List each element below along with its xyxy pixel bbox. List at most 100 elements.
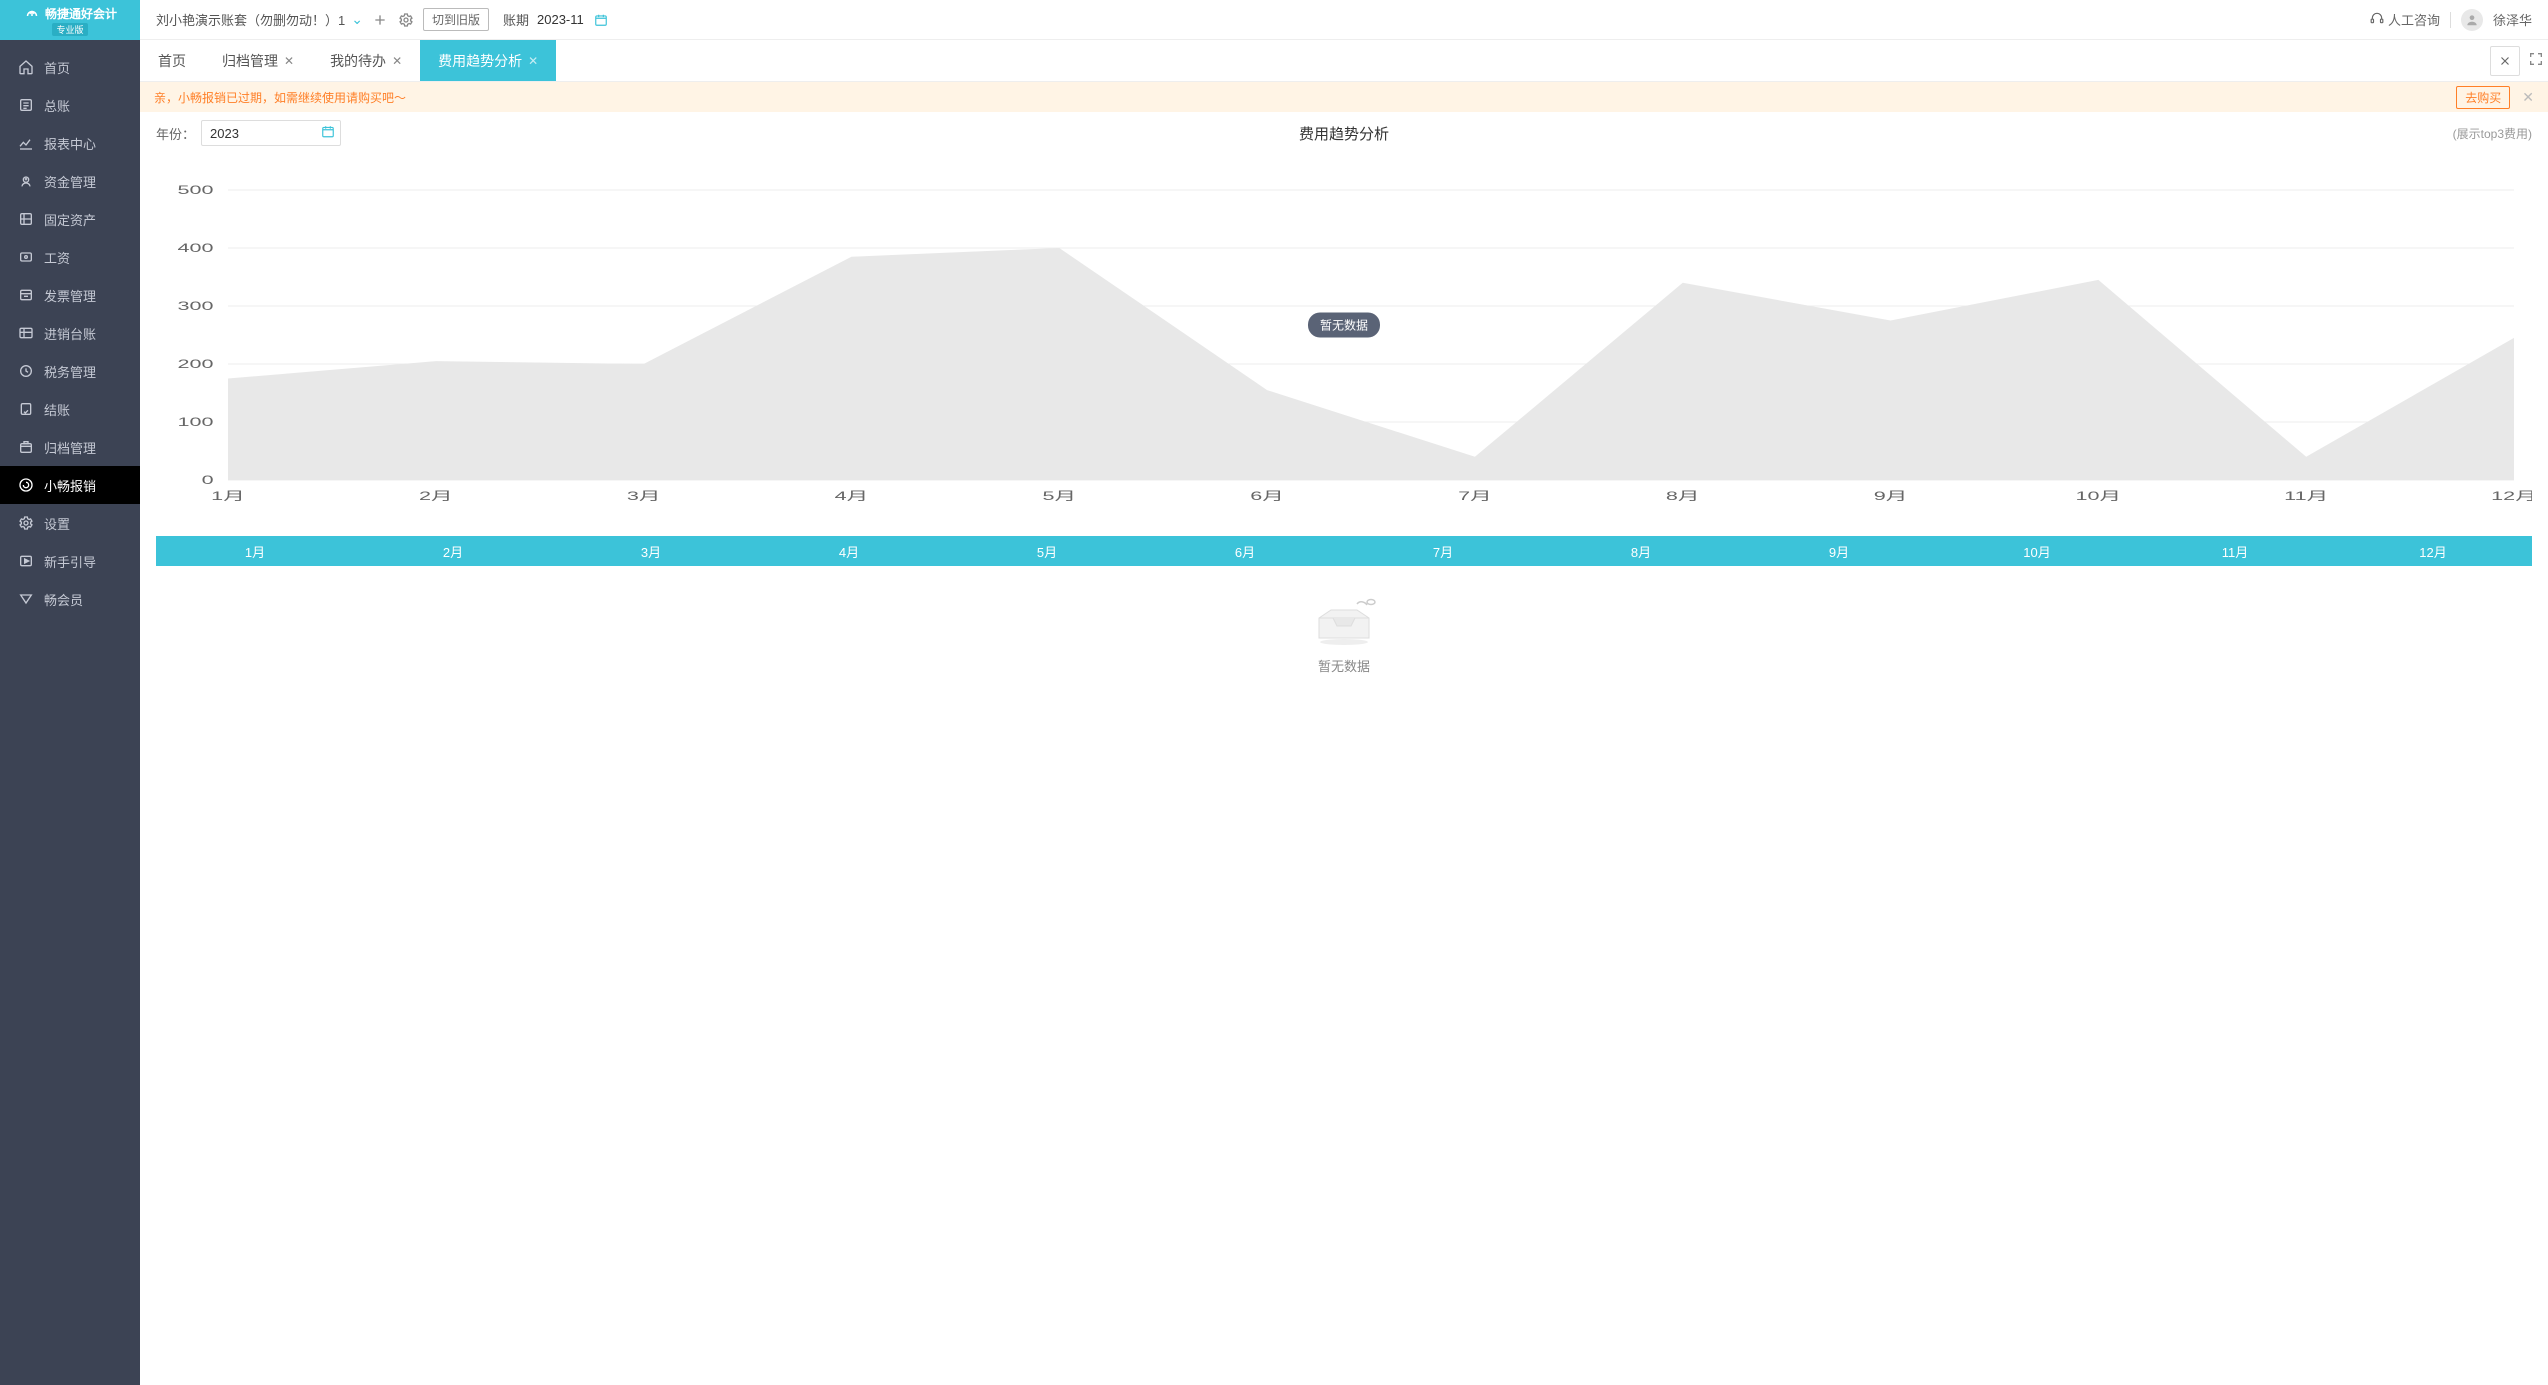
nav-icon — [18, 97, 34, 113]
old-version-button[interactable]: 切到旧版 — [423, 8, 489, 31]
logo-text: 畅捷通好会计 — [45, 5, 117, 22]
empty-text: 暂无数据 — [1318, 656, 1370, 675]
nav-icon — [18, 173, 34, 189]
nav-icon — [18, 477, 34, 493]
close-icon[interactable]: ✕ — [528, 54, 538, 68]
month-cell[interactable]: 6月 — [1146, 536, 1344, 566]
svg-text:0: 0 — [202, 473, 214, 487]
avatar[interactable] — [2461, 9, 2483, 31]
svg-text:12月: 12月 — [2491, 489, 2532, 503]
account-name: 刘小艳演示账套（勿删勿动！）1 — [156, 10, 345, 29]
sidebar-item[interactable]: 进销台账 — [0, 314, 140, 352]
month-cell[interactable]: 8月 — [1542, 536, 1740, 566]
page-title: 费用趋势分析 — [1299, 123, 1389, 144]
tab-label: 我的待办 — [330, 51, 386, 71]
sidebar-item[interactable]: 归档管理 — [0, 428, 140, 466]
month-cell[interactable]: 3月 — [552, 536, 750, 566]
headset-icon — [2370, 11, 2384, 28]
sidebar-item[interactable]: 小畅报销 — [0, 466, 140, 504]
close-icon[interactable]: ✕ — [2522, 89, 2534, 106]
month-cell[interactable]: 2月 — [354, 536, 552, 566]
sidebar-item[interactable]: 工资 — [0, 238, 140, 276]
close-icon[interactable]: ✕ — [284, 54, 294, 68]
logo-sub: 专业版 — [52, 23, 87, 36]
close-tab-button[interactable] — [2490, 46, 2520, 76]
tab-label: 归档管理 — [222, 51, 278, 71]
sidebar-item[interactable]: 首页 — [0, 48, 140, 86]
month-cell[interactable]: 11月 — [2136, 536, 2334, 566]
sidebar-item[interactable]: 税务管理 — [0, 352, 140, 390]
nav-icon — [18, 249, 34, 265]
sidebar-item[interactable]: 结账 — [0, 390, 140, 428]
calendar-icon[interactable] — [592, 11, 610, 29]
nav-icon — [18, 211, 34, 227]
month-cell[interactable]: 4月 — [750, 536, 948, 566]
svg-text:1月: 1月 — [211, 489, 245, 503]
month-selector-row: 1月2月3月4月5月6月7月8月9月10月11月12月 — [156, 536, 2532, 566]
nav: 首页总账报表中心资金管理固定资产工资发票管理进销台账税务管理结账归档管理小畅报销… — [0, 40, 140, 1385]
nav-icon — [18, 135, 34, 151]
svg-text:11月: 11月 — [2284, 489, 2328, 503]
year-input[interactable] — [201, 120, 341, 146]
sidebar-item[interactable]: 报表中心 — [0, 124, 140, 162]
buy-button[interactable]: 去购买 — [2456, 86, 2510, 109]
gear-icon[interactable] — [397, 11, 415, 29]
warning-text: 亲，小畅报销已过期，如需继续使用请购买吧～ — [154, 89, 406, 106]
nav-icon — [18, 553, 34, 569]
nav-icon — [18, 401, 34, 417]
svg-text:400: 400 — [178, 241, 214, 255]
nav-icon — [18, 363, 34, 379]
sidebar-item[interactable]: 固定资产 — [0, 200, 140, 238]
svg-text:10月: 10月 — [2076, 489, 2122, 503]
year-label: 年份： — [156, 124, 195, 143]
support-link[interactable]: 人工咨询 — [2370, 10, 2440, 29]
tab[interactable]: 我的待办 ✕ — [312, 40, 420, 81]
svg-text:5月: 5月 — [1042, 489, 1076, 503]
tab-label: 首页 — [158, 51, 186, 71]
svg-text:7月: 7月 — [1458, 489, 1492, 503]
sidebar-item-label: 资金管理 — [44, 172, 96, 191]
sidebar-item-label: 总账 — [44, 96, 70, 115]
plus-icon[interactable] — [371, 11, 389, 29]
tab[interactable]: 费用趋势分析 ✕ — [420, 40, 556, 81]
nav-icon — [18, 287, 34, 303]
top-note: (展示top3费用) — [2453, 125, 2532, 142]
svg-text:300: 300 — [178, 299, 214, 313]
sidebar-item-label: 小畅报销 — [44, 476, 96, 495]
support-label: 人工咨询 — [2388, 10, 2440, 29]
svg-text:200: 200 — [178, 357, 214, 371]
month-cell[interactable]: 7月 — [1344, 536, 1542, 566]
nav-icon — [18, 515, 34, 531]
sidebar-item-label: 归档管理 — [44, 438, 96, 457]
month-cell[interactable]: 9月 — [1740, 536, 1938, 566]
sidebar-item-label: 报表中心 — [44, 134, 96, 153]
month-cell[interactable]: 1月 — [156, 536, 354, 566]
sidebar-item-label: 畅会员 — [44, 590, 83, 609]
sidebar-item[interactable]: 畅会员 — [0, 580, 140, 618]
no-data-badge: 暂无数据 — [1308, 313, 1380, 338]
sidebar-item[interactable]: 总账 — [0, 86, 140, 124]
tab[interactable]: 首页 — [140, 40, 204, 81]
fullscreen-icon[interactable] — [2528, 51, 2544, 70]
username: 徐泽华 — [2493, 10, 2532, 29]
period-label: 账期 — [503, 10, 529, 29]
sidebar-item-label: 结账 — [44, 400, 70, 419]
close-icon[interactable]: ✕ — [392, 54, 402, 68]
sidebar-item-label: 进销台账 — [44, 324, 96, 343]
month-cell[interactable]: 12月 — [2334, 536, 2532, 566]
top-header: 刘小艳演示账套（勿删勿动！）1 ⌄ 切到旧版 账期 2023-11 人工咨 — [140, 0, 2548, 40]
sidebar-item[interactable]: 设置 — [0, 504, 140, 542]
tab-label: 费用趋势分析 — [438, 51, 522, 71]
sidebar-item-label: 首页 — [44, 58, 70, 77]
main: 刘小艳演示账套（勿删勿动！）1 ⌄ 切到旧版 账期 2023-11 人工咨 — [140, 0, 2548, 1385]
tab[interactable]: 归档管理 ✕ — [204, 40, 312, 81]
sidebar-item[interactable]: 资金管理 — [0, 162, 140, 200]
nav-icon — [18, 325, 34, 341]
month-cell[interactable]: 10月 — [1938, 536, 2136, 566]
svg-text:500: 500 — [178, 183, 214, 197]
month-cell[interactable]: 5月 — [948, 536, 1146, 566]
sidebar-item-label: 发票管理 — [44, 286, 96, 305]
sidebar-item[interactable]: 新手引导 — [0, 542, 140, 580]
account-selector[interactable]: 刘小艳演示账套（勿删勿动！）1 ⌄ — [156, 10, 363, 29]
sidebar-item[interactable]: 发票管理 — [0, 276, 140, 314]
